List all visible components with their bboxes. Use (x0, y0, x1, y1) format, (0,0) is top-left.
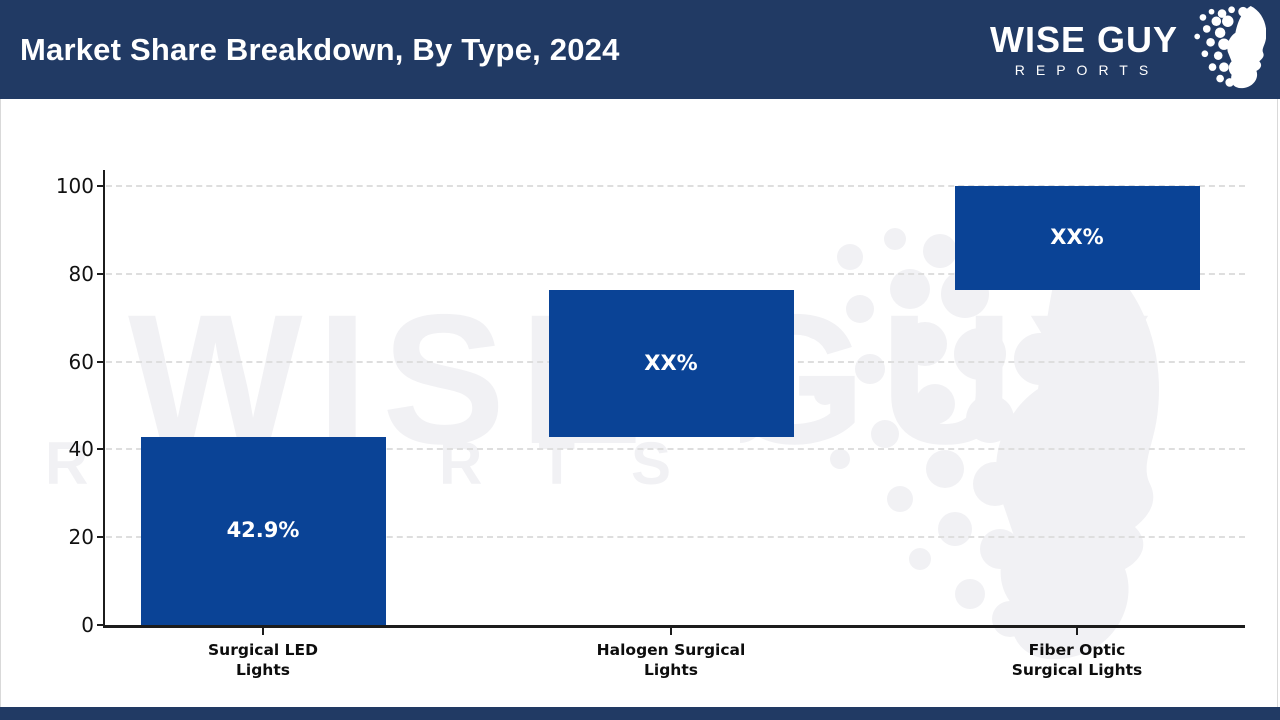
y-tick-mark (97, 536, 105, 539)
wiseguy-logo: WISE GUY REPORTS (989, 4, 1267, 96)
y-tick-label: 0 (81, 613, 94, 637)
x-tick-mark (262, 627, 264, 635)
y-tick-mark (97, 185, 105, 187)
y-tick-mark (97, 448, 105, 451)
footer-bar (0, 707, 1280, 720)
y-tick-label: 80 (68, 261, 94, 286)
x-category-label: Surgical LED Lights (113, 640, 413, 680)
x-category-label-line: Fiber Optic (1028, 641, 1126, 659)
y-tick-mark (97, 272, 105, 275)
x-category-label: Fiber Optic Surgical Lights (927, 640, 1227, 680)
x-category-label-line: Surgical LED (208, 641, 318, 659)
logo-head-icon (1180, 4, 1267, 96)
y-tick-mark (97, 360, 105, 363)
gridline (106, 448, 1245, 451)
y-tick-mark (97, 624, 105, 626)
bar-value-label: XX% (644, 350, 698, 375)
gridline (106, 272, 1245, 275)
gridline (106, 536, 1245, 539)
y-tick-label: 60 (68, 349, 94, 374)
y-axis-line (103, 170, 105, 627)
x-category-label-line: Lights (644, 661, 698, 679)
chart-title: Market Share Breakdown, By Type, 2024 (20, 31, 620, 67)
logo-text: WISE GUY REPORTS (989, 19, 1178, 78)
header-bar: Market Share Breakdown, By Type, 2024 WI… (0, 0, 1280, 99)
y-tick-label: 20 (68, 525, 94, 550)
bar-value-label: 42.9% (226, 517, 300, 542)
waterfall-bar (140, 436, 386, 625)
x-category-label: Halogen Surgical Lights (521, 640, 821, 680)
logo-wordmark: WISE GUY (989, 19, 1178, 60)
gridline (106, 185, 1245, 187)
x-category-label-line: Halogen Surgical (596, 641, 746, 659)
y-tick-label: 40 (68, 437, 94, 462)
logo-subtitle: REPORTS (1014, 62, 1160, 78)
x-tick-mark (1076, 627, 1078, 635)
y-tick-label: 100 (55, 174, 94, 198)
x-tick-mark (670, 627, 672, 635)
x-category-label-line: Lights (236, 661, 290, 679)
bar-value-label: XX% (1050, 225, 1104, 250)
x-category-label-line: Surgical Lights (1011, 661, 1143, 679)
x-axis-line (103, 625, 1245, 628)
